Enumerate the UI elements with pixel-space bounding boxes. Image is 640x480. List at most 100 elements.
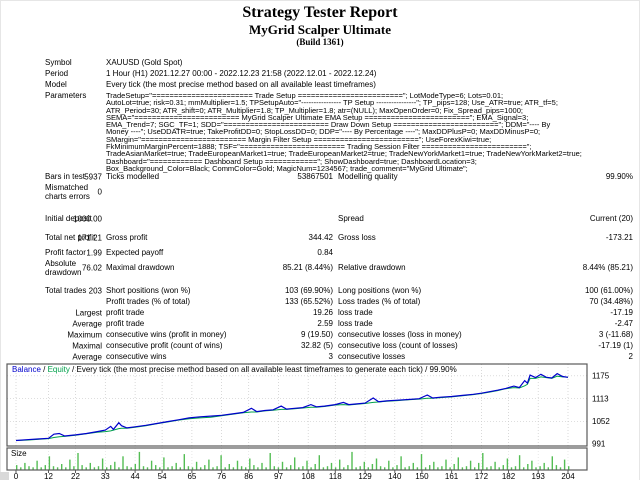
stat-value: -17.19: [610, 308, 633, 317]
stat-label: profit trade: [106, 308, 145, 317]
stat-label: Gross loss: [338, 233, 376, 242]
x-axis-label: 129: [358, 472, 372, 480]
stat-label: Relative drawdown: [338, 263, 406, 272]
stat-label: Loss trades (% of total): [338, 297, 421, 306]
stat-value: Current (20): [589, 214, 633, 223]
x-axis-label: 0: [14, 472, 19, 480]
stat-value: 2: [628, 352, 633, 361]
x-axis-label: 193: [532, 472, 546, 480]
info-label: Symbol: [45, 58, 72, 67]
stat-value: 344.42: [308, 233, 333, 242]
stat-label: Initial deposit: [45, 214, 92, 223]
stat-label: Maximal drawdown: [106, 263, 175, 272]
x-axis-label: 65: [187, 472, 196, 480]
x-axis-label: 150: [415, 472, 429, 480]
info-value: TradeSetup="======================= Trad…: [106, 91, 582, 173]
y-axis-label: 1052: [592, 417, 610, 426]
chart-legend: Balance / Equity / Every tick (the most …: [12, 365, 457, 374]
stat-label: Spread: [338, 214, 364, 223]
build-number: (Build 1361): [296, 37, 344, 47]
stat-value: 5937: [84, 172, 102, 181]
stat-value: 85.21 (8.44%): [282, 263, 333, 272]
stat-value: 1000.00: [73, 214, 102, 223]
stat-value: Average: [72, 319, 102, 328]
ea-name: MyGrid Scalper Ultimate: [248, 22, 391, 37]
stat-label: Profit trades (% of total): [106, 297, 191, 306]
info-label: Model: [45, 80, 67, 89]
x-axis-label: 97: [274, 472, 283, 480]
statistics-table: Bars in test 5937 Ticks modelled 53867501 Mo…: [45, 171, 633, 362]
stat-value: Maximal: [72, 341, 102, 350]
x-axis-label: 182: [502, 472, 516, 480]
stat-value: -17.19 (1): [598, 341, 633, 350]
stat-row: Maximal consecutive profit (count of wins…: [45, 340, 633, 351]
stat-row: Bars in test 5937 Ticks modelled 53867501 Mo…: [45, 171, 633, 182]
stat-label: consecutive loss (count of losses): [338, 341, 458, 350]
stat-row: Average consecutive wins 3 consecutive loss…: [45, 351, 633, 362]
stat-value: -173.21: [605, 233, 633, 242]
stat-value: 3: [328, 352, 333, 361]
stat-value: -2.47: [614, 319, 633, 328]
stat-value: 76.02: [81, 263, 102, 272]
x-axis-label: 172: [475, 472, 489, 480]
x-axis-label: 204: [561, 472, 575, 480]
stat-row: Largest profit trade 19.26 loss trade -17.19: [45, 307, 633, 318]
stat-label: consecutive losses (loss in money): [338, 330, 462, 339]
test-info-section: Symbol XAUUSD (Gold Spot) Period 1 Hour (H1…: [0, 57, 634, 172]
x-axis-label: 33: [101, 472, 110, 480]
report-title: Strategy Tester Report: [242, 4, 398, 21]
x-axis-label: 22: [71, 472, 80, 480]
stat-value: 0.84: [317, 248, 333, 257]
x-axis-label: 54: [158, 472, 167, 480]
stat-value: 9 (19.50): [300, 330, 333, 339]
stat-row: Absolute drawdown 76.02 Maximal drawdown 85…: [45, 258, 633, 277]
x-axis-label: 118: [329, 472, 342, 480]
info-value: Every tick (the most precise method base…: [106, 80, 376, 89]
stat-value: Average: [72, 352, 102, 361]
stat-label: Expected payoff: [106, 248, 164, 257]
stat-value: 99.90%: [605, 172, 633, 181]
report-header: Strategy Tester Report MyGrid Scalper Ul…: [0, 4, 640, 48]
stat-value: 203: [88, 286, 102, 295]
stat-value: 70 (34.48%): [589, 297, 633, 306]
stat-value: 0: [97, 187, 102, 196]
stat-row: Total net profit 171.21 Gross profit 344.42…: [45, 228, 633, 247]
stat-value: Largest: [75, 308, 102, 317]
stat-row: Average profit trade 2.59 loss trade -2.47: [45, 318, 633, 329]
stat-label: Modelling quality: [338, 172, 398, 181]
info-value: XAUUSD (Gold Spot): [106, 58, 183, 67]
stat-label: Short positions (won %): [106, 286, 191, 295]
stat-label: Gross profit: [106, 233, 148, 242]
stat-label: loss trade: [338, 319, 373, 328]
stat-value: 53867501: [297, 172, 333, 181]
info-row-parameters: Parameters TradeSetup="==================…: [0, 90, 634, 172]
stat-row: Total trades 203 Short positions (won %) 10…: [45, 285, 633, 296]
stat-value: 19.26: [312, 308, 333, 317]
info-label: Period: [45, 69, 69, 78]
info-label: Parameters: [45, 91, 87, 100]
stat-value: 2.59: [317, 319, 333, 328]
stat-value: 103 (69.90%): [284, 286, 333, 295]
stat-row: Mismatched charts errors 0: [45, 182, 633, 201]
x-axis-label: 108: [302, 472, 316, 480]
stat-row: Maximum consecutive wins (profit in money…: [45, 329, 633, 340]
stat-value: 171.21: [77, 233, 102, 242]
stat-label: Mismatched charts errors: [45, 182, 90, 201]
stat-label: loss trade: [338, 308, 373, 317]
x-axis-label: 44: [131, 472, 140, 480]
info-row-period: Period 1 Hour (H1) 2021.12.27 00:00 - 202…: [0, 68, 634, 79]
stat-label: Total trades: [45, 286, 87, 295]
stat-label: Bars in test: [45, 172, 86, 181]
stat-row: Initial deposit 1000.00 Spread Current (20): [45, 209, 633, 228]
stat-value: 3 (-11.68): [598, 330, 633, 339]
stat-row: Profit trades (% of total) 133 (65.52%) Lo…: [45, 296, 633, 307]
stat-label: consecutive wins: [106, 352, 167, 361]
x-axis-label: 86: [244, 472, 253, 480]
stat-label: Long positions (won %): [338, 286, 422, 295]
stat-label: profit trade: [106, 319, 145, 328]
y-axis-label: 991: [592, 440, 606, 449]
stat-label: consecutive profit (count of wins): [106, 341, 223, 350]
stat-label: consecutive losses: [338, 352, 406, 361]
stat-row: Profit factor 1.99 Expected payoff 0.84: [45, 247, 633, 258]
x-axis-label: 76: [217, 472, 226, 480]
